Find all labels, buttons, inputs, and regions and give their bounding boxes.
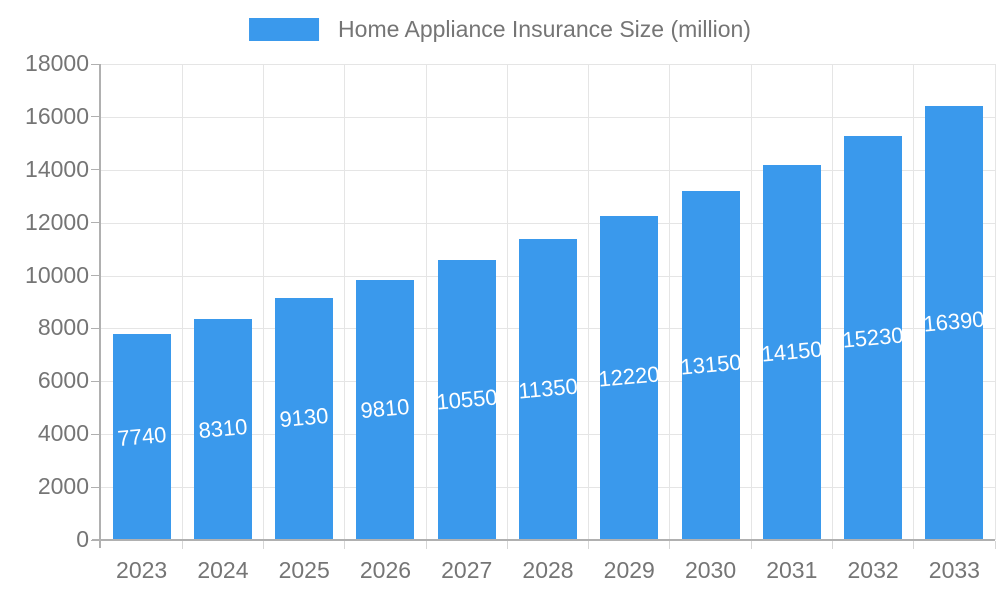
x-axis-category-label: 2033 [928, 557, 980, 583]
bar-2030 [681, 191, 740, 539]
y-axis-tick-label: 10000 [25, 261, 89, 288]
y-axis-tick [91, 169, 99, 171]
x-axis-category-label: 2032 [847, 557, 899, 583]
y-axis-tick-label: 12000 [25, 208, 89, 235]
x-axis-tick [344, 541, 346, 549]
bar-2024 [193, 319, 252, 539]
x-axis-category-label: 2025 [278, 557, 330, 583]
bar-value-label: 10550 [435, 383, 499, 415]
legend-swatch-icon [249, 18, 320, 41]
x-axis-tick [913, 541, 915, 549]
x-axis-category-label: 2029 [603, 557, 655, 583]
x-gridline [994, 64, 996, 540]
y-axis-tick [91, 275, 99, 277]
bar-value-label: 13150 [678, 349, 743, 380]
y-axis-tick-label: 14000 [25, 155, 89, 182]
x-axis-category-label: 2023 [116, 557, 168, 583]
bar-2027 [437, 260, 496, 539]
y-gridline [101, 64, 995, 65]
x-gridline [750, 64, 752, 540]
x-axis-tick [506, 541, 508, 549]
bar-2028 [519, 238, 577, 539]
y-axis-tick-label: 6000 [37, 367, 89, 394]
bar-value-label: 12220 [597, 361, 661, 393]
bar-2026 [356, 279, 415, 539]
x-axis-tick [263, 541, 265, 549]
x-axis-category-label: 2027 [441, 557, 493, 583]
x-axis-category-label: 2026 [359, 557, 412, 583]
x-axis-category-label: 2031 [766, 557, 818, 583]
x-axis-line [92, 539, 995, 541]
x-axis-category-label: 2030 [684, 557, 737, 583]
y-axis-tick-label: 2000 [37, 473, 89, 500]
x-gridline [181, 64, 183, 540]
x-axis-category-label: 2028 [522, 557, 574, 583]
x-axis-tick [425, 541, 427, 549]
bar-value-label: 7740 [116, 421, 168, 451]
y-axis-tick-label: 8000 [37, 314, 89, 341]
bar-value-label: 14150 [760, 336, 824, 367]
bar-2031 [762, 164, 821, 539]
plot-area: 0 2000 4000 6000 8000 10000 12000 14000 16000 180… [25, 50, 996, 583]
x-axis-tick [181, 541, 183, 549]
bar-value-label: 11350 [517, 373, 579, 404]
x-gridline [425, 64, 427, 540]
bar-2025 [275, 297, 334, 539]
y-axis-tick [91, 63, 99, 65]
x-gridline [913, 64, 915, 540]
legend-label: Home Appliance Insurance Size (million) [338, 16, 751, 42]
y-gridline [101, 222, 995, 224]
bar-value-label: 8310 [197, 414, 249, 444]
y-gridline [101, 116, 995, 118]
bar-value-label: 9130 [278, 403, 330, 433]
x-axis-tick [831, 541, 833, 549]
y-axis-tick [91, 116, 99, 118]
x-gridline [506, 64, 508, 540]
x-gridline [831, 64, 833, 540]
x-gridline [669, 64, 671, 540]
x-axis-tick [750, 541, 752, 549]
bar-2033 [925, 105, 984, 539]
bar-value-label: 16390 [922, 306, 986, 337]
bar-2029 [600, 215, 659, 539]
y-axis-tick-label: 18000 [25, 50, 89, 77]
bar-2023 [112, 334, 171, 539]
bar-value-label: 15230 [841, 322, 905, 353]
bar-2032 [844, 136, 903, 539]
y-axis-tick [91, 486, 99, 488]
x-gridline [344, 64, 346, 540]
y-axis-tick [91, 327, 99, 329]
x-axis-category-label: 2024 [197, 557, 249, 583]
y-axis-tick-label: 16000 [25, 103, 89, 130]
x-axis-tick [994, 541, 996, 549]
y-axis-tick [91, 380, 99, 382]
bar-value-label: 9810 [359, 394, 411, 424]
x-axis-tick [669, 541, 671, 549]
y-axis-line [99, 64, 101, 548]
chart-legend: Home Appliance Insurance Size (million) [249, 18, 751, 41]
y-axis-tick-label: 4000 [37, 420, 89, 447]
x-gridline [588, 64, 590, 540]
x-gridline [263, 64, 265, 540]
legend-item[interactable]: Home Appliance Insurance Size (million) [249, 18, 751, 41]
x-axis-tick [588, 541, 590, 549]
y-axis-tick [91, 222, 99, 224]
y-axis-tick [91, 433, 99, 435]
y-gridline [101, 169, 995, 171]
y-axis-tick-label: 0 [76, 526, 89, 553]
